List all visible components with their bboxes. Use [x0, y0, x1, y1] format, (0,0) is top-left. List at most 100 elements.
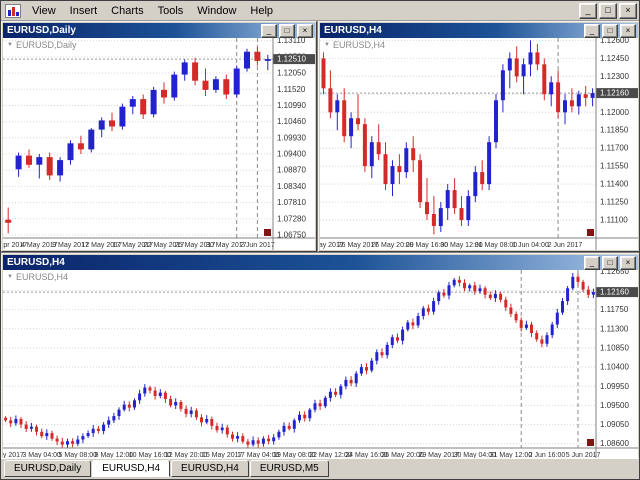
- app-icon: [5, 3, 21, 18]
- symbol-label-text: EURUSD,Daily: [15, 40, 77, 50]
- svg-text:30 May 2017: 30 May 2017: [206, 242, 247, 249]
- svg-text:22 May 12:00: 22 May 12:00: [309, 452, 352, 458]
- svg-text:1.07280: 1.07280: [277, 214, 306, 223]
- svg-text:1.10850: 1.10850: [600, 343, 629, 352]
- menu-bar: View Insert Charts Tools Window Help _ □…: [1, 1, 639, 21]
- svg-text:5 Jun 2017: 5 Jun 2017: [566, 452, 601, 458]
- svg-text:1.11100: 1.11100: [600, 216, 628, 225]
- svg-text:1.10460: 1.10460: [277, 117, 306, 126]
- svg-text:1.09400: 1.09400: [277, 150, 306, 159]
- candlestick-chart[interactable]: 1.126501.122001.117501.113001.108501.104…: [3, 270, 638, 458]
- chart-area: 1.126001.124501.123001.121501.120001.118…: [320, 38, 638, 250]
- svg-text:1.11250: 1.11250: [600, 198, 629, 207]
- svg-text:1.06750: 1.06750: [277, 230, 306, 239]
- app-maximize-button[interactable]: □: [599, 2, 617, 19]
- window-minimize-button[interactable]: _: [261, 23, 277, 38]
- svg-text:1.12300: 1.12300: [600, 72, 629, 81]
- svg-text:1.09950: 1.09950: [600, 382, 629, 391]
- svg-text:12 May 20:00: 12 May 20:00: [165, 452, 208, 458]
- chart-window-titlebar[interactable]: EURUSD,H4 _ □ ×: [3, 255, 638, 270]
- chart-window-titlebar[interactable]: EURUSD,H4 _ □ ×: [320, 23, 638, 38]
- tab-eurusd-m5[interactable]: EURUSD,M5: [249, 460, 329, 477]
- menu-charts[interactable]: Charts: [111, 4, 144, 17]
- svg-text:12 May 2017: 12 May 2017: [81, 242, 122, 249]
- menu-insert[interactable]: Insert: [69, 4, 98, 17]
- svg-text:2 Jun 2017: 2 Jun 2017: [548, 242, 583, 249]
- svg-text:1.11300: 1.11300: [600, 324, 629, 333]
- svg-text:1.11520: 1.11520: [277, 85, 306, 94]
- candlestick-chart[interactable]: 1.126001.124501.123001.121501.120001.118…: [320, 38, 638, 250]
- menu-view[interactable]: View: [32, 4, 56, 17]
- window-close-button[interactable]: ×: [297, 23, 313, 38]
- chart-window-h4-bottom: EURUSD,H4 _ □ × 1.126501.122001.117501.1…: [1, 253, 639, 458]
- symbol-dropdown[interactable]: ▼ EURUSD,H4: [7, 272, 68, 282]
- svg-text:29 May 2017: 29 May 2017: [418, 452, 459, 458]
- menu-window[interactable]: Window: [197, 4, 237, 17]
- chart-area: 1.126501.122001.117501.113001.108501.104…: [3, 270, 638, 458]
- svg-text:1.11550: 1.11550: [600, 162, 629, 171]
- menu-tools[interactable]: Tools: [157, 4, 184, 17]
- svg-text:5 May 08:00: 5 May 08:00: [59, 452, 98, 458]
- dropdown-arrow-icon: ▼: [324, 42, 330, 48]
- svg-text:1.09050: 1.09050: [600, 420, 629, 429]
- svg-text:17 May 2017: 17 May 2017: [113, 242, 154, 249]
- svg-text:26 May 2017: 26 May 2017: [338, 242, 379, 249]
- svg-text:25 May 2017: 25 May 2017: [175, 242, 216, 249]
- svg-text:1.09500: 1.09500: [600, 401, 629, 410]
- tab-eurusd-daily[interactable]: EURUSD,Daily: [4, 460, 92, 477]
- svg-text:1.12160: 1.12160: [600, 288, 629, 297]
- window-close-button[interactable]: ×: [620, 23, 636, 38]
- chart-area: 1.131101.125801.120501.115201.109901.104…: [3, 38, 315, 250]
- menu-help[interactable]: Help: [250, 4, 274, 17]
- svg-text:24 May 16:00: 24 May 16:00: [345, 452, 388, 458]
- dropdown-arrow-icon: ▼: [7, 274, 13, 280]
- chart-window-h4-top: EURUSD,H4 _ □ × 1.12600 1.12450 1.12300 1.1…: [318, 21, 639, 252]
- svg-text:31 May 12:00: 31 May 12:00: [490, 452, 533, 458]
- window-maximize-button[interactable]: □: [602, 23, 618, 38]
- svg-text:9 May 2017: 9 May 2017: [52, 242, 89, 249]
- svg-text:31 May 08:00: 31 May 08:00: [475, 242, 518, 249]
- svg-text:10 May 16:00: 10 May 16:00: [129, 452, 172, 458]
- svg-text:25 May 2017: 25 May 2017: [320, 242, 344, 249]
- svg-text:2 Jun 16:00: 2 Jun 16:00: [529, 452, 566, 458]
- chart-workspace: EURUSD,Daily _ □ × 1.131101.125801.12050…: [1, 21, 639, 458]
- svg-text:26 May 20:00: 26 May 20:00: [371, 242, 414, 249]
- svg-text:1.08340: 1.08340: [277, 182, 306, 191]
- app-minimize-button[interactable]: _: [579, 2, 597, 19]
- svg-text:1.12160: 1.12160: [600, 89, 629, 98]
- window-minimize-button[interactable]: _: [584, 255, 600, 270]
- svg-text:8 May 12:00: 8 May 12:00: [95, 452, 134, 458]
- svg-text:30 Apr 2017: 30 Apr 2017: [3, 242, 27, 249]
- svg-text:4 May 2017: 4 May 2017: [21, 242, 58, 249]
- svg-text:17 May 04:00: 17 May 04:00: [237, 452, 280, 458]
- tab-eurusd-h4-2[interactable]: EURUSD,H4: [171, 460, 249, 477]
- svg-text:1.11400: 1.11400: [600, 180, 629, 189]
- svg-text:2 Jun 2017: 2 Jun 2017: [240, 242, 275, 249]
- svg-text:1.11750: 1.11750: [600, 305, 629, 314]
- svg-text:1.11700: 1.11700: [600, 144, 629, 153]
- svg-text:30 May 04:00: 30 May 04:00: [454, 452, 497, 458]
- chart-window-title: EURUSD,H4: [7, 257, 65, 268]
- svg-text:1.07810: 1.07810: [277, 198, 306, 207]
- svg-text:1.10990: 1.10990: [277, 101, 306, 110]
- chart-window-daily: EURUSD,Daily _ □ × 1.131101.125801.12050…: [1, 21, 317, 252]
- window-maximize-button[interactable]: □: [279, 23, 295, 38]
- chart-window-titlebar[interactable]: EURUSD,Daily _ □ ×: [3, 23, 315, 38]
- symbol-dropdown[interactable]: ▼ EURUSD,H4: [324, 40, 385, 50]
- symbol-dropdown[interactable]: ▼ EURUSD,Daily: [7, 40, 76, 50]
- tab-eurusd-h4-1[interactable]: EURUSD,H4: [92, 460, 171, 477]
- svg-text:1.12050: 1.12050: [277, 69, 306, 78]
- window-maximize-button[interactable]: □: [602, 255, 618, 270]
- svg-text:3 May 04:00: 3 May 04:00: [22, 452, 61, 458]
- svg-text:1.09930: 1.09930: [277, 133, 306, 142]
- chart-window-title: EURUSD,Daily: [7, 25, 76, 36]
- svg-text:1 May 2017: 1 May 2017: [3, 452, 24, 458]
- app-close-button[interactable]: ×: [619, 2, 637, 19]
- svg-text:1.11850: 1.11850: [600, 126, 629, 135]
- window-close-button[interactable]: ×: [620, 255, 636, 270]
- symbol-label-text: EURUSD,H4: [332, 40, 385, 50]
- window-minimize-button[interactable]: _: [584, 23, 600, 38]
- candlestick-chart[interactable]: 1.131101.125801.120501.115201.109901.104…: [3, 38, 315, 250]
- svg-text:30 May 12:00: 30 May 12:00: [440, 242, 483, 249]
